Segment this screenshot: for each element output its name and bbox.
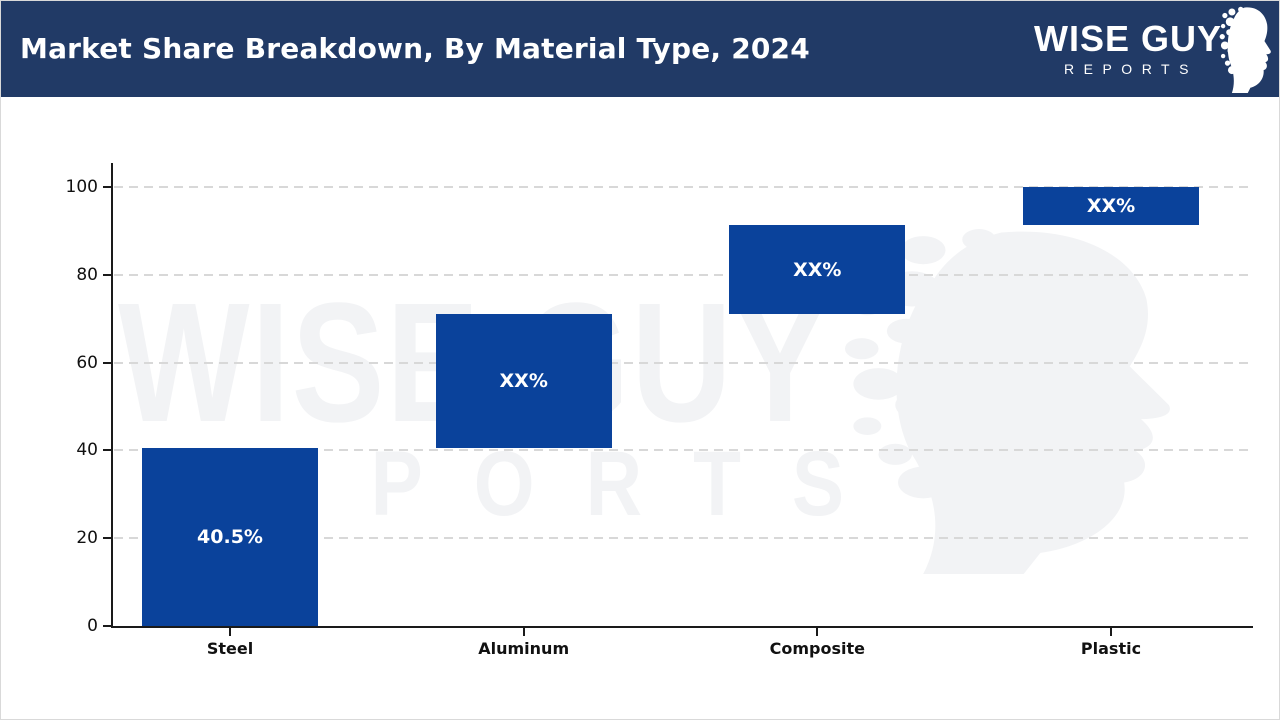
- y-tick-mark-80: [103, 273, 112, 276]
- y-tick-mark-40: [103, 449, 112, 452]
- logo-head-profile-icon: [1219, 6, 1271, 93]
- x-tick-label-composite: Composite: [769, 639, 865, 658]
- logo-line2: REPORTS: [1064, 61, 1198, 77]
- header-bar: Market Share Breakdown, By Material Type…: [0, 0, 1280, 97]
- gridline-80: [114, 273, 1253, 276]
- bar-steel: 40.5%: [142, 448, 318, 626]
- y-tick-label-80: 80: [76, 264, 98, 285]
- y-tick-label-100: 100: [65, 177, 98, 197]
- bar-value-label-plastic: XX%: [1086, 195, 1136, 218]
- bar-value-label-composite: XX%: [793, 258, 842, 281]
- logo-line1: WISE GUY: [1033, 18, 1222, 59]
- x-tick-mark-composite: [816, 627, 819, 636]
- x-tick-mark-steel: [229, 627, 231, 636]
- y-tick-label-40: 40: [76, 440, 98, 461]
- x-tick-mark-aluminum: [522, 627, 525, 636]
- gridline-60: [114, 361, 1253, 364]
- gridline-20: [114, 537, 1253, 540]
- gridline-100: [114, 186, 1253, 188]
- logo-wordmark: WISE GUY REPORTS: [1033, 18, 1222, 78]
- bar-value-label-aluminum: XX%: [499, 370, 548, 393]
- watermark-head-profile-icon: [845, 229, 1170, 574]
- bar-plastic: XX%: [1023, 187, 1199, 226]
- bar-aluminum: XX%: [435, 314, 612, 449]
- gridline-40: [114, 449, 1253, 452]
- y-tick-label-0: 0: [87, 616, 98, 636]
- bar-value-label-steel: 40.5%: [197, 526, 263, 549]
- x-tick-label-aluminum: Aluminum: [478, 639, 570, 658]
- bar-composite: XX%: [729, 225, 906, 315]
- y-tick-mark-0: [103, 625, 112, 627]
- x-axis: [111, 626, 1253, 628]
- y-tick-mark-60: [103, 361, 112, 364]
- wise-guy-logo: WISE GUY REPORTS: [1014, 0, 1274, 97]
- y-tick-mark-100: [103, 186, 112, 188]
- y-tick-label-20: 20: [76, 528, 98, 549]
- x-tick-mark-plastic: [1110, 627, 1112, 636]
- x-tick-label-steel: Steel: [206, 639, 254, 658]
- page-title: Market Share Breakdown, By Material Type…: [20, 32, 810, 65]
- y-tick-label-60: 60: [76, 352, 98, 373]
- y-tick-mark-20: [103, 537, 112, 540]
- x-tick-label-plastic: Plastic: [1080, 639, 1142, 658]
- y-axis: [111, 163, 113, 628]
